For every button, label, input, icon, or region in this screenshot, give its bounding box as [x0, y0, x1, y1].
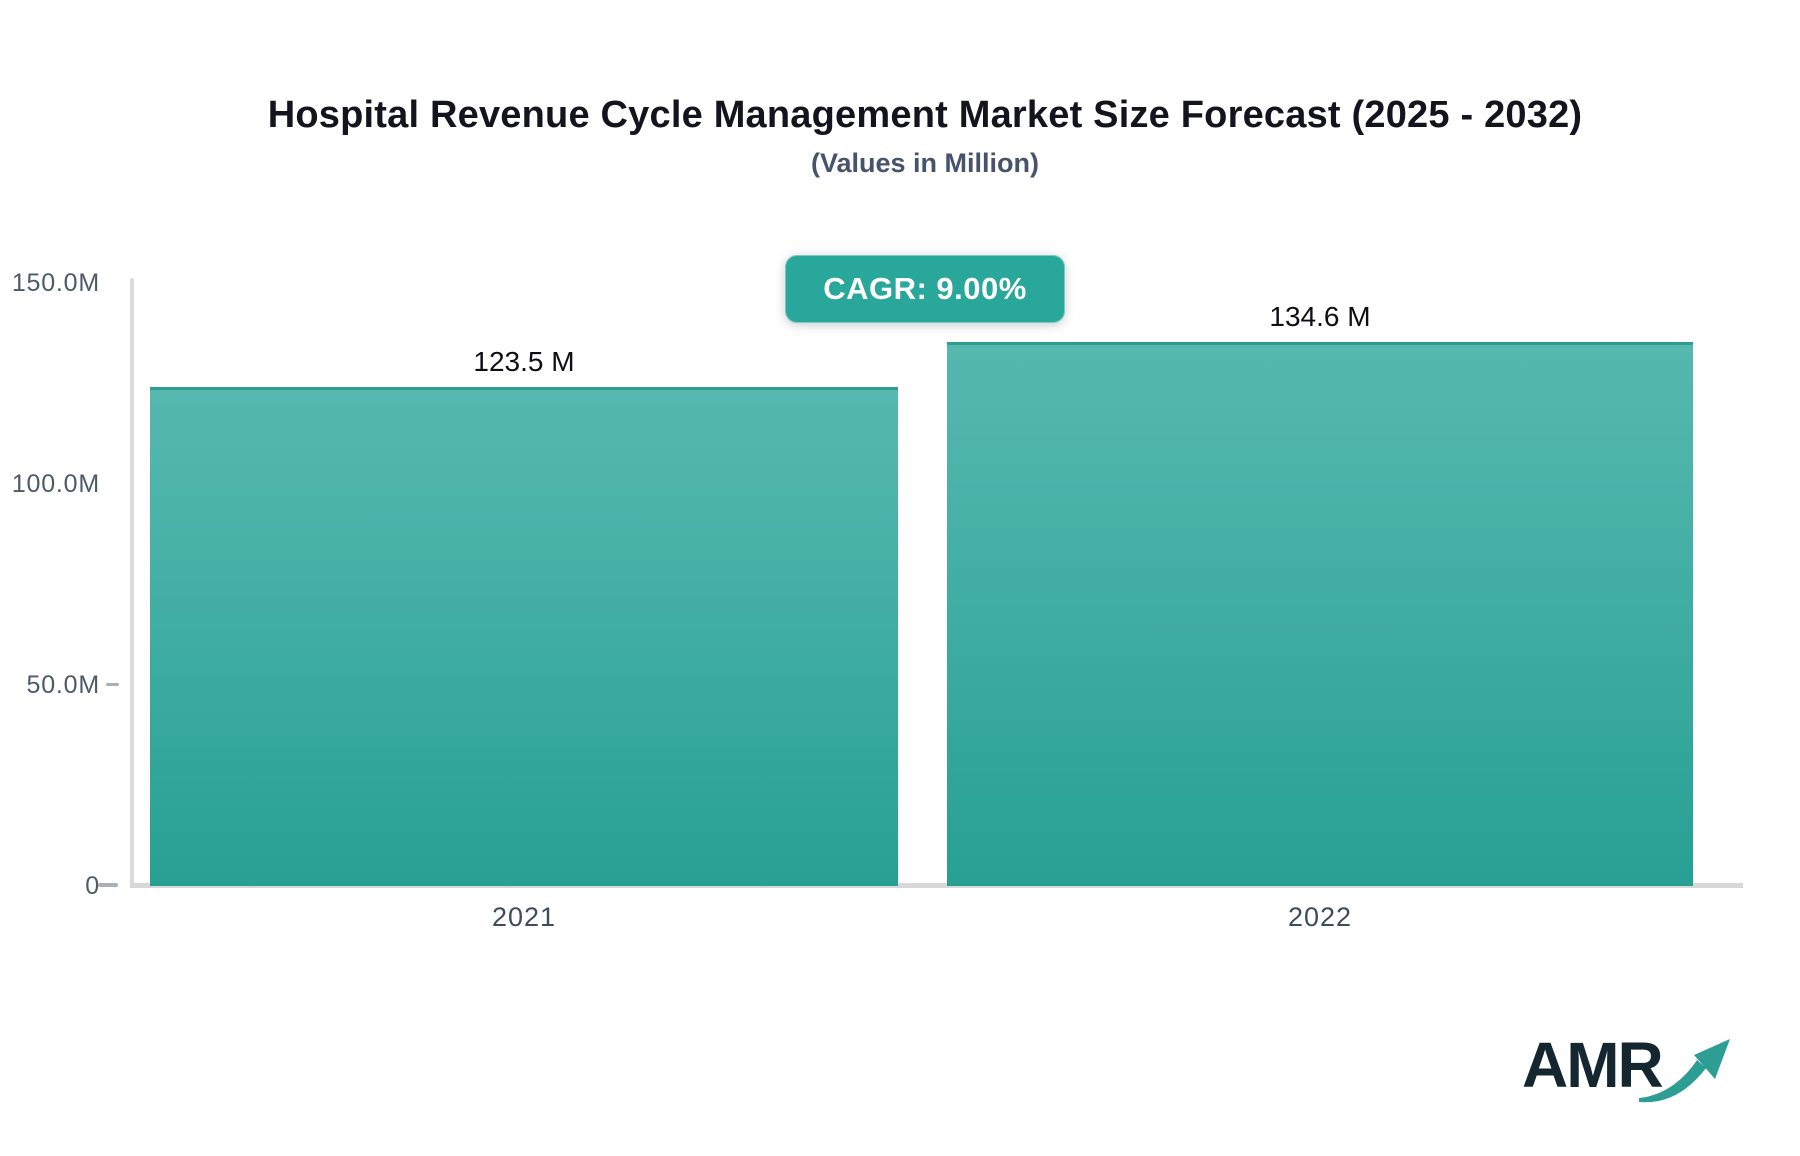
- bar-2022[interactable]: [947, 342, 1693, 886]
- amr-logo: AMR: [1522, 1029, 1738, 1108]
- bar-value-label: 134.6 M: [1269, 301, 1371, 332]
- y-axis-tick-mark: [106, 683, 119, 686]
- x-axis-baseline: [130, 883, 1743, 888]
- cagr-badge: CAGR: 9.00%: [785, 255, 1065, 323]
- y-axis-tick-label: 50.0M: [26, 671, 100, 699]
- bar-value-label: 123.5 M: [473, 346, 575, 377]
- bar-group-2021: 123.5 M: [150, 346, 898, 886]
- chart-title: Hospital Revenue Cycle Management Market…: [267, 94, 1583, 136]
- y-axis-line: [130, 278, 134, 886]
- bar-group-2022: 134.6 M: [947, 301, 1693, 886]
- chart-subtitle: (Values in Million): [810, 148, 1040, 178]
- x-axis-label-2021: 2021: [491, 902, 557, 932]
- bar-2021[interactable]: [150, 387, 898, 886]
- y-axis-tick-mark: [98, 883, 118, 887]
- y-axis-tick-label: 0: [85, 872, 100, 900]
- y-axis-tick-label: 150.0M: [11, 269, 100, 297]
- y-axis-tick-label: 100.0M: [11, 470, 100, 498]
- amr-logo-text: AMR: [1522, 1029, 1664, 1101]
- x-axis-label-2022: 2022: [1287, 902, 1353, 932]
- trend-up-arrow-icon: [1638, 1039, 1730, 1103]
